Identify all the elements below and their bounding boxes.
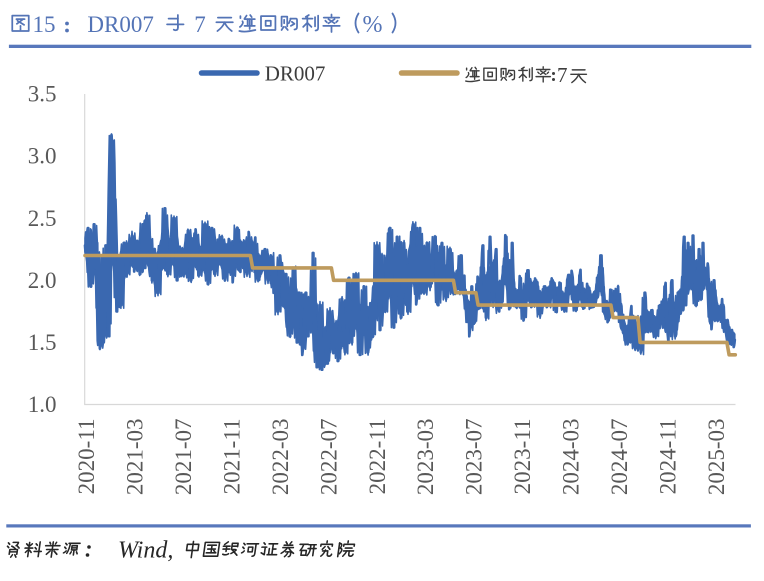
svg-text:2021-11: 2021-11 [219,419,244,495]
svg-text:2023-11: 2023-11 [510,419,535,495]
svg-text:7: 7 [194,12,206,37]
svg-text:1.5: 1.5 [28,330,57,355]
svg-text:2025-03: 2025-03 [704,419,729,496]
svg-text:3.0: 3.0 [28,144,57,169]
svg-text:2022-03: 2022-03 [268,419,293,496]
svg-text:3.5: 3.5 [28,82,57,107]
svg-text:DR007: DR007 [87,12,153,37]
svg-text:2020-11: 2020-11 [74,419,99,495]
svg-text:1.0: 1.0 [28,392,57,417]
svg-text:15: 15 [33,12,56,37]
svg-text:2022-07: 2022-07 [316,419,341,496]
svg-text:2024-11: 2024-11 [656,419,681,495]
svg-text:7: 7 [557,63,568,87]
svg-text:2024-03: 2024-03 [559,419,584,496]
svg-text:2.5: 2.5 [28,206,57,231]
svg-text:2023-07: 2023-07 [462,419,487,496]
svg-text:2022-11: 2022-11 [365,419,390,495]
svg-text:2021-03: 2021-03 [123,419,148,496]
svg-text:Wind,: Wind, [118,538,173,564]
svg-text:2021-07: 2021-07 [171,419,196,496]
svg-text:%: % [363,12,383,38]
svg-text:DR007: DR007 [265,61,326,85]
svg-text:2023-03: 2023-03 [413,419,438,496]
svg-text:2024-07: 2024-07 [607,419,632,496]
svg-text:2.0: 2.0 [28,268,57,293]
